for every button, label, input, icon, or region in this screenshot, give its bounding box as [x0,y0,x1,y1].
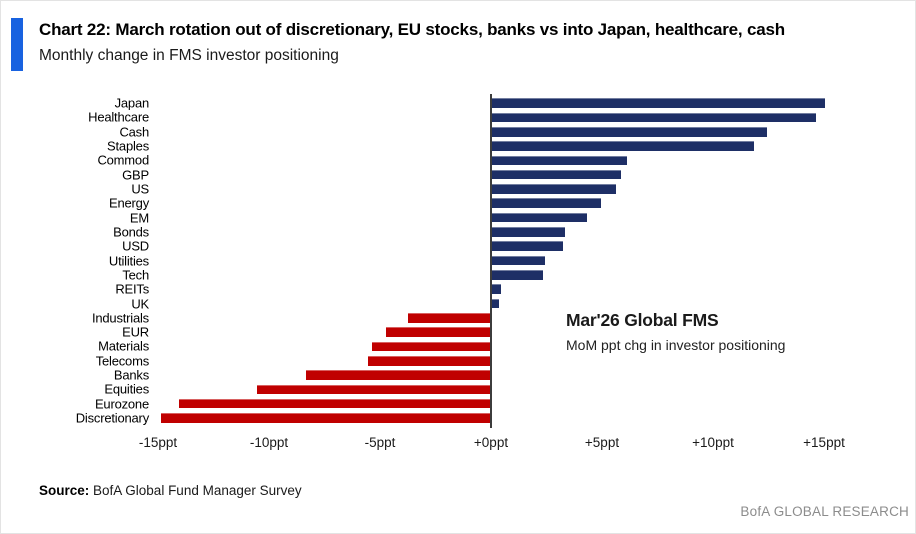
x-tick-label: -10ppt [249,435,289,451]
category-label: EUR [122,324,149,340]
chart-row: Discretionary [1,410,915,426]
chart-row: Eurozone [1,396,915,412]
chart-row: Cash [1,124,915,140]
chart-row: REITs [1,281,915,297]
chart-row: Healthcare [1,109,915,125]
chart-row: Bonds [1,224,915,240]
chart-subtitle: Monthly change in FMS investor positioni… [39,47,339,64]
zero-axis-line [490,94,492,428]
chart-row: GBP [1,167,915,183]
x-tick-label: +10ppt [692,435,734,451]
annotation-subtitle: MoM ppt chg in investor positioning [566,337,786,353]
x-tick-label: +5ppt [584,435,620,451]
category-label: Bonds [113,224,149,240]
chart-row: Staples [1,138,915,154]
bar-equities [256,384,490,395]
chart-row: EM [1,210,915,226]
bar-materials [372,341,490,352]
bar-telecoms [367,355,490,366]
source-text: BofA Global Fund Manager Survey [89,483,302,498]
chart-row: Commod [1,152,915,168]
x-tick-label: +15ppt [803,435,845,451]
bar-discretionary [161,413,490,423]
bar-gbp [492,169,621,180]
bar-cash [492,126,768,137]
category-label: Discretionary [75,410,149,426]
annotation-title: Mar'26 Global FMS [566,310,719,330]
category-label: Banks [113,367,149,383]
category-label: Healthcare [88,109,149,125]
x-axis: -15ppt -10ppt -5ppt +0ppt +5ppt +10ppt +15ppt [1,435,915,453]
category-label: US [131,181,149,197]
bar-japan [492,98,825,108]
chart-row: US [1,181,915,197]
x-tick-label: +0ppt [473,435,509,451]
chart-row: UK [1,296,915,312]
category-label: Japan [114,95,150,111]
bar-industrials [407,312,490,323]
x-tick-label: -5ppt [364,435,396,451]
bar-em [492,212,588,223]
chart-title: Chart 22: March rotation out of discreti… [39,20,785,39]
brand-credit: BofA GLOBAL RESEARCH [740,504,909,519]
bar-staples [492,141,754,151]
bar-uk [492,298,499,309]
category-label: GBP [122,167,149,183]
bar-utilities [492,255,546,266]
chart-row: Materials [1,338,915,354]
chart-row: EUR [1,324,915,340]
category-label: Staples [107,138,149,154]
chart-row: Telecoms [1,353,915,369]
category-label: Equities [104,381,149,397]
chart-row: Equities [1,381,915,397]
bar-reits [492,284,501,294]
category-label: Industrials [91,310,149,326]
chart-row: Utilities [1,253,915,269]
category-label: Materials [98,338,149,354]
chart-row: Tech [1,267,915,283]
category-label: UK [131,296,149,312]
bar-energy [492,198,601,209]
chart-header: Chart 22: March rotation out of discreti… [11,18,785,71]
chart-annotation: Mar'26 Global FMS MoM ppt chg in investo… [566,310,785,353]
bar-chart: Japan Healthcare Cash Staples Commod GBP US Ene… [1,94,915,458]
category-label: Eurozone [94,396,149,412]
chart-row: Industrials [1,310,915,326]
source-label: Source: [39,483,90,498]
x-tick-label: -15ppt [138,435,178,451]
category-label: Commod [97,152,149,168]
category-label: Utilities [108,253,149,269]
chart-row: USD [1,238,915,254]
chart-rows: Japan Healthcare Cash Staples Commod GBP US Ene… [1,94,915,428]
category-label: USD [122,238,149,254]
chart-row: Banks [1,367,915,383]
category-label: Tech [122,267,149,283]
chart-row: Energy [1,195,915,211]
category-label: Cash [119,124,149,140]
bar-us [492,184,617,194]
title-accent-bar [11,18,23,71]
bar-eur [385,327,490,337]
source-line: Source: BofA Global Fund Manager Survey [39,483,302,498]
bar-healthcare [492,112,817,123]
bar-eurozone [179,398,490,409]
chart-row: Japan [1,95,915,111]
header-text: Chart 22: March rotation out of discreti… [39,18,785,71]
category-label: Telecoms [95,353,150,369]
bar-banks [305,370,490,380]
category-label: EM [129,210,149,226]
category-label: REITs [115,281,149,297]
bar-bonds [492,227,566,237]
bar-tech [492,270,544,280]
bar-usd [492,241,564,252]
bar-commod [492,155,628,166]
category-label: Energy [109,195,149,211]
